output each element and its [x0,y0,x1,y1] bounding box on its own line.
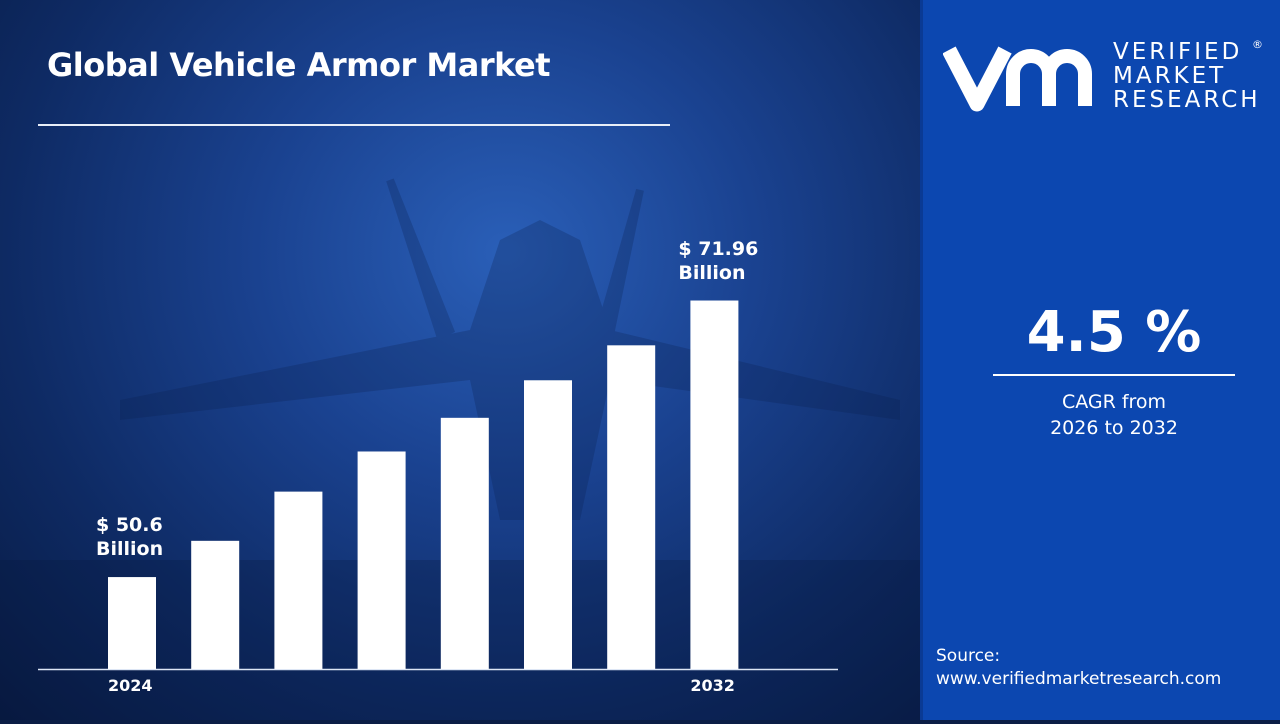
bar [274,491,323,669]
logo-line: VERIFIED [1113,39,1243,65]
data-label: $ 71.96 Billion [678,237,759,284]
bar [524,380,572,669]
bar [440,417,489,669]
logo-line: MARKET [1113,63,1227,89]
bar [108,577,156,669]
cagr-divider [993,374,1235,376]
source-label: Source: [936,646,1001,666]
page-title: Global Vehicle Armor Market [47,46,551,84]
title-divider [38,124,670,126]
x-tick-label: 2032 [690,676,735,695]
data-label: $ 50.6 Billion [96,514,164,561]
side-panel [920,0,1280,720]
vmr-logo [943,46,1092,112]
logo-line: RESEARCH [1113,87,1261,113]
x-tick-label: 2024 [108,676,153,695]
bar [191,540,240,669]
cagr-value: 4.5 % [1026,300,1202,365]
bar-chart [38,300,838,671]
registered-mark: ® [1252,38,1263,51]
bar [357,451,406,669]
source: Source: www.verifiedmarketresearch.com [936,645,1221,691]
source-url[interactable]: www.verifiedmarketresearch.com [936,669,1222,689]
bar [607,345,656,669]
cagr-line: CAGR from [1061,391,1167,413]
logo-wordmark: VERIFIED MARKET RESEARCH [1113,40,1261,112]
cagr-line: 2026 to 2032 [1050,417,1178,439]
cagr-description: CAGR from 2026 to 2032 [993,389,1235,441]
bar [690,300,739,669]
